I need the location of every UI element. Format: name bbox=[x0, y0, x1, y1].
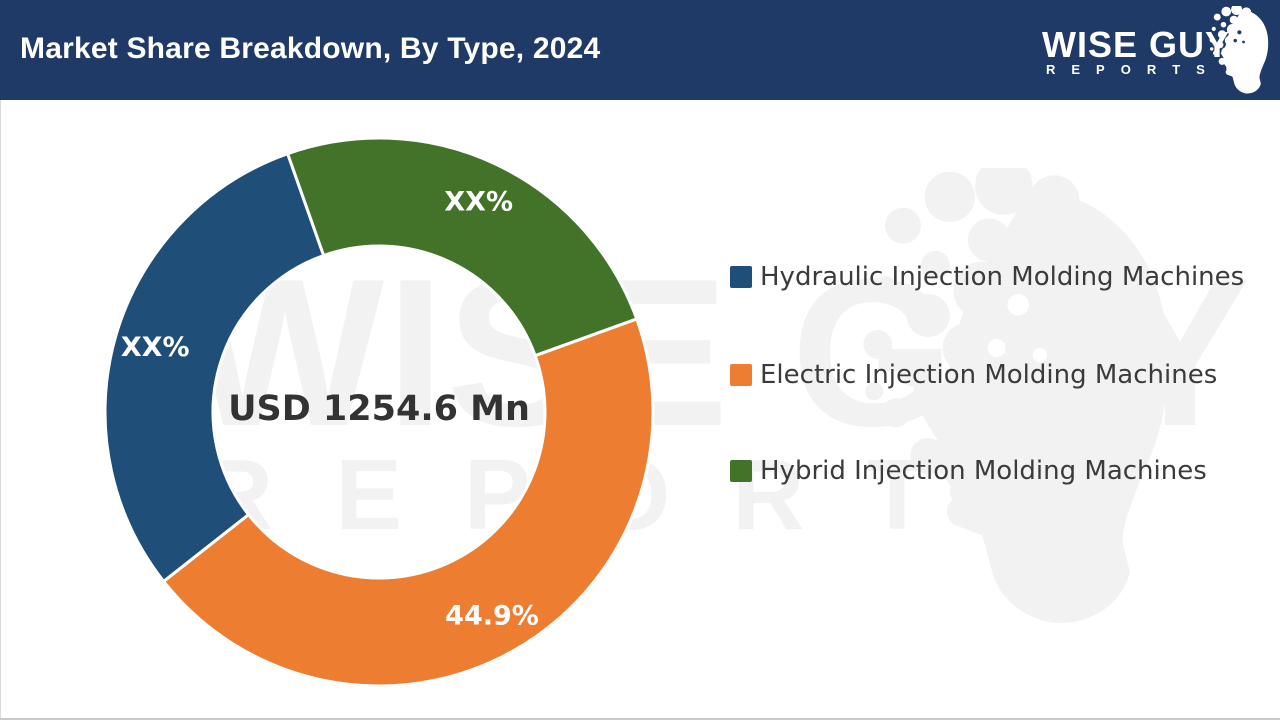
donut-center-value: USD 1254.6 Mn bbox=[228, 389, 530, 429]
pie-slice-0 bbox=[103, 152, 326, 583]
slice-label-0: XX% bbox=[121, 332, 190, 363]
legend-item-hybrid: Hybrid Injection Molding Machines bbox=[730, 455, 1207, 487]
legend-item-electric: Electric Injection Molding Machines bbox=[730, 359, 1217, 391]
legend-swatch-hybrid bbox=[730, 460, 752, 482]
page-title: Market Share Breakdown, By Type, 2024 bbox=[20, 32, 601, 65]
pie-slice-2 bbox=[162, 317, 655, 688]
legend-swatch-hydraulic bbox=[730, 266, 752, 288]
slice-label-1: XX% bbox=[444, 186, 513, 217]
pie-slice-1 bbox=[286, 136, 639, 358]
header: Market Share Breakdown, By Type, 2024 WI… bbox=[0, 0, 1280, 100]
slice-label-2: 44.9% bbox=[445, 601, 539, 632]
chart-area: WISE GUY REPORTS XX% XX% 44.9% USD 1254.6 … bbox=[0, 100, 1280, 718]
legend-swatch-electric bbox=[730, 364, 752, 386]
legend-item-hydraulic: Hydraulic Injection Molding Machines bbox=[730, 261, 1244, 293]
legend-label: Electric Injection Molding Machines bbox=[760, 360, 1218, 390]
donut-chart: XX% XX% 44.9% bbox=[103, 136, 655, 688]
legend-label: Hydraulic Injection Molding Machines bbox=[760, 262, 1245, 292]
logo-face-icon bbox=[1203, 6, 1273, 96]
legend-label: Hybrid Injection Molding Machines bbox=[760, 456, 1207, 486]
logo-wordmark: WISE GUY bbox=[1042, 24, 1231, 65]
logo-subtitle: REPORTS bbox=[1046, 62, 1221, 77]
